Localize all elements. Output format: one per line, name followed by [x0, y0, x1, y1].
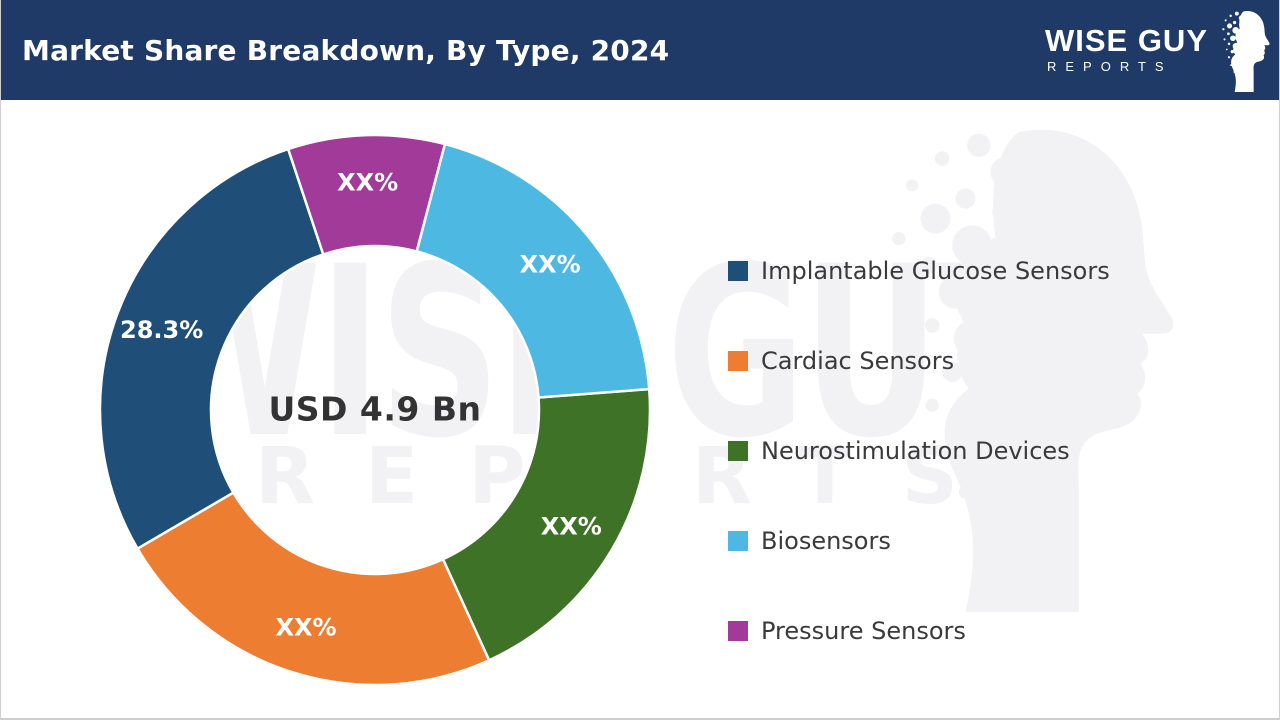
donut-segment-4	[286, 133, 447, 256]
page-title: Market Share Breakdown, By Type, 2024	[22, 33, 670, 67]
donut-segment-3	[415, 142, 651, 399]
brand-name: WISE GUY	[1044, 23, 1208, 58]
legend-swatch	[728, 621, 748, 641]
legend-label: Cardiac Sensors	[761, 347, 955, 375]
slice-percentage-label: XX%	[276, 614, 337, 642]
legend-swatch	[728, 441, 748, 461]
legend-label: Implantable Glucose Sensors	[761, 257, 1110, 285]
legend-label: Pressure Sensors	[761, 617, 966, 645]
slice-percentage-label: XX%	[337, 169, 398, 197]
legend-item: Neurostimulation Devices	[728, 436, 1070, 466]
legend-swatch	[728, 261, 748, 281]
chart-center-value: USD 4.9 Bn	[268, 389, 482, 429]
donut-chart: 28.3% XX% XX% XX% XX%	[98, 133, 652, 687]
legend-item: Pressure Sensors	[728, 616, 966, 646]
donut-segment-2	[441, 387, 652, 662]
header-bar: Market Share Breakdown, By Type, 2024 WI…	[0, 0, 1280, 100]
brand-logo-text: WISE GUY REPORTS	[1044, 23, 1208, 74]
legend-item: Cardiac Sensors	[728, 346, 954, 376]
legend-label: Biosensors	[761, 527, 891, 555]
legend-label: Neurostimulation Devices	[761, 437, 1070, 465]
brand-logo: WISE GUY REPORTS	[1045, 0, 1274, 100]
legend-item: Implantable Glucose Sensors	[728, 256, 1110, 286]
legend-swatch	[728, 351, 748, 371]
donut-segment-1	[136, 491, 491, 687]
slice-percentage-label: XX%	[541, 512, 602, 540]
legend-swatch	[728, 531, 748, 551]
brand-face-icon	[1212, 8, 1274, 92]
slice-percentage-label: XX%	[520, 250, 581, 278]
brand-subtitle: REPORTS	[1046, 59, 1173, 74]
slice-percentage-label: 28.3%	[120, 316, 203, 344]
legend-item: Biosensors	[728, 526, 891, 556]
donut-segment-0	[98, 147, 325, 550]
